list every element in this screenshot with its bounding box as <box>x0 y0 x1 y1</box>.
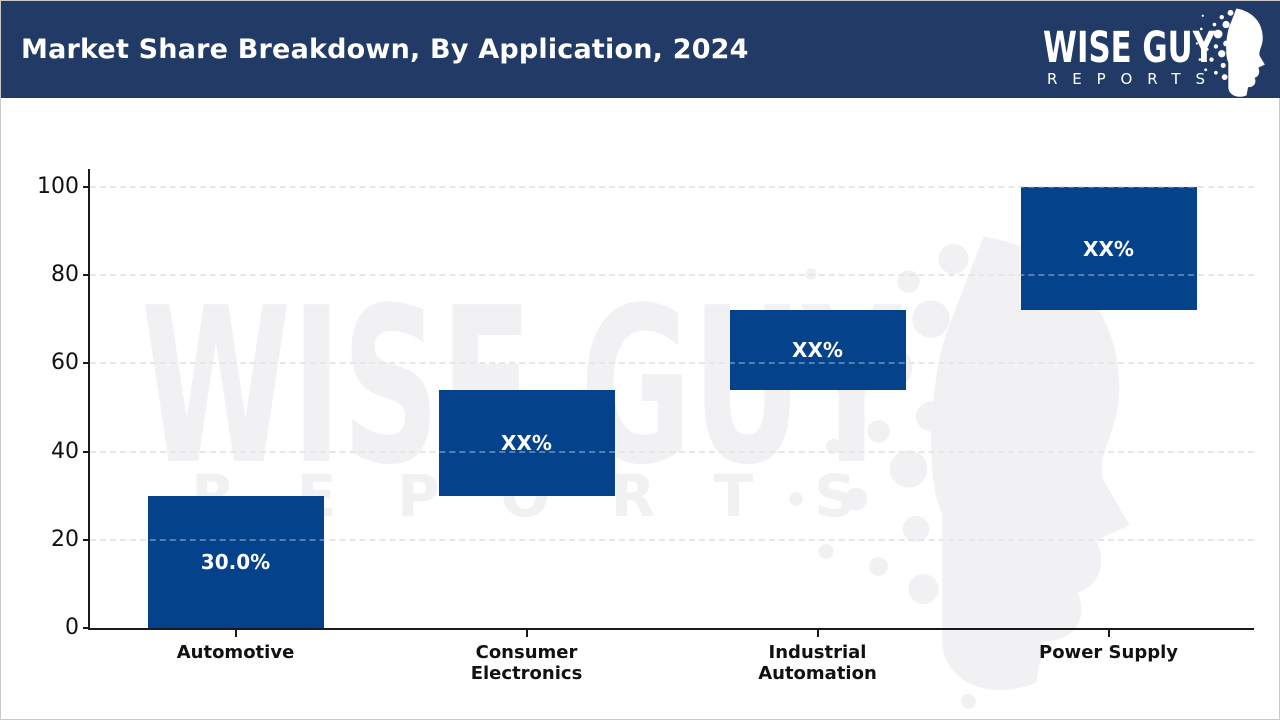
x-tick-mark-0 <box>234 630 237 637</box>
x-tick-label: Industrial Automation <box>758 642 877 684</box>
x-tick-mark-3 <box>1107 630 1110 637</box>
chart-area: WISE GUY REPORTS 02040608010030.0%Automo… <box>1 98 1280 721</box>
y-tick-mark-40 <box>83 450 90 453</box>
x-tick-label: Automotive <box>176 642 295 663</box>
gridline-40 <box>90 450 1254 453</box>
gridline-over-100 <box>90 186 1254 188</box>
x-axis <box>88 628 1254 630</box>
dotted-face-icon <box>1195 8 1265 97</box>
logo-wordmark: WISE GUY <box>1043 23 1216 73</box>
bar-automotive <box>147 495 324 628</box>
gridline-60 <box>90 362 1254 365</box>
gridline-20 <box>90 538 1254 541</box>
gridline-over-20 <box>90 538 1254 541</box>
wise-guy-logo: WISE GUY REPORTS <box>1043 8 1265 97</box>
gridline-over-80 <box>90 274 1254 277</box>
x-tick-label: Power Supply <box>1039 642 1178 663</box>
y-tick-mark-20 <box>83 538 90 541</box>
y-tick-label-0: 0 <box>65 615 79 640</box>
bar-value-label: XX% <box>1083 236 1134 261</box>
y-axis <box>88 169 90 630</box>
gridline-80 <box>90 274 1254 277</box>
y-tick-label-40: 40 <box>51 438 79 464</box>
y-tick-label-60: 60 <box>51 350 79 376</box>
gridline-over-60 <box>90 362 1254 365</box>
x-tick-mark-2 <box>816 630 819 637</box>
y-tick-label-100: 100 <box>37 174 79 199</box>
y-tick-mark-100 <box>83 186 90 188</box>
x-tick-mark-1 <box>525 630 528 637</box>
header-bar: Market Share Breakdown, By Application, … <box>1 1 1280 98</box>
gridline-over-40 <box>90 450 1254 453</box>
y-tick-mark-0 <box>83 627 90 629</box>
gridline-100 <box>90 186 1254 188</box>
y-tick-label-80: 80 <box>51 262 79 288</box>
y-tick-mark-60 <box>83 362 90 365</box>
bar-value-label: XX% <box>792 338 843 363</box>
bar-consumer-electronics <box>438 389 615 496</box>
bar-value-label: XX% <box>501 430 552 455</box>
y-tick-mark-80 <box>83 274 90 277</box>
page-title: Market Share Breakdown, By Application, … <box>21 34 749 65</box>
x-tick-label: Consumer Electronics <box>470 642 583 684</box>
y-tick-label-20: 20 <box>51 526 79 552</box>
bar-value-label: 30.0% <box>200 549 271 574</box>
